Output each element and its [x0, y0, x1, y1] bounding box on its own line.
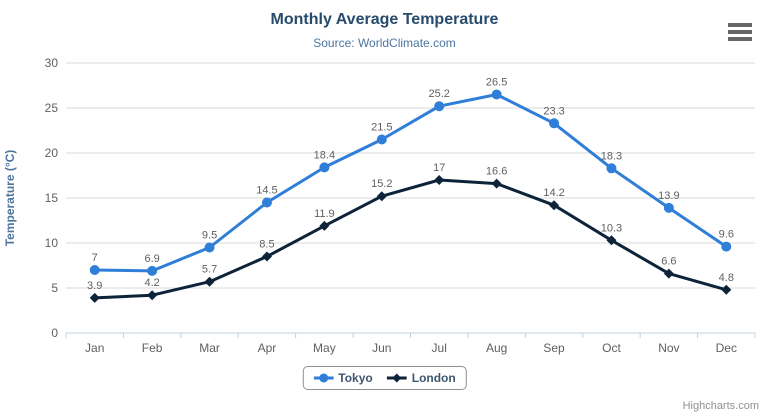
london-data-labels: 3.9 4.2 5.7 8.5 11.9 15.2 17 16.6 14.2 10.3 6.6 4.8: [87, 162, 734, 292]
legend-label-tokyo: Tokyo: [338, 371, 373, 385]
x-tick-label: Nov: [658, 341, 679, 355]
data-label-tokyo-oct: 18.3: [601, 150, 622, 162]
y-tick-label: 20: [45, 146, 59, 160]
point-tokyo-nov[interactable]: [663, 202, 674, 213]
data-label-london-sep: 14.2: [543, 187, 564, 199]
point-london-mar[interactable]: [204, 276, 215, 287]
london-legend-marker-icon: [386, 373, 407, 383]
data-label-tokyo-mar: 9.5: [202, 230, 217, 242]
point-tokyo-jul[interactable]: [434, 101, 445, 112]
data-label-tokyo-jul: 25.2: [428, 88, 449, 100]
x-axis-line: [65, 332, 756, 338]
y-tick-label: 30: [45, 56, 59, 70]
point-london-dec[interactable]: [721, 284, 732, 295]
point-tokyo-oct[interactable]: [606, 163, 617, 174]
point-tokyo-sep[interactable]: [549, 118, 560, 129]
point-london-nov[interactable]: [663, 268, 674, 279]
point-tokyo-mar[interactable]: [204, 242, 215, 253]
y-tick-label: 10: [45, 236, 59, 250]
data-label-tokyo-aug: 26.5: [486, 77, 507, 89]
point-tokyo-dec[interactable]: [721, 241, 732, 252]
data-label-tokyo-apr: 14.5: [256, 185, 277, 197]
chart-title: Monthly Average Temperature: [270, 11, 499, 28]
point-london-apr[interactable]: [261, 251, 272, 262]
x-tick-label: Dec: [716, 341, 737, 355]
point-tokyo-may[interactable]: [319, 162, 330, 173]
data-label-london-may: 11.9: [314, 208, 335, 220]
data-label-tokyo-may: 18.4: [314, 149, 335, 161]
point-london-sep[interactable]: [549, 200, 560, 211]
point-london-feb[interactable]: [147, 290, 158, 301]
x-tick-label: Feb: [142, 341, 163, 355]
x-tick-label: May: [313, 341, 336, 355]
point-london-jan[interactable]: [89, 292, 100, 303]
data-label-london-apr: 8.5: [259, 239, 274, 251]
data-label-london-mar: 5.7: [202, 264, 217, 276]
point-tokyo-feb[interactable]: [147, 265, 158, 276]
point-tokyo-apr[interactable]: [261, 197, 272, 208]
point-london-jul[interactable]: [434, 175, 445, 185]
data-label-tokyo-jun: 21.5: [371, 122, 392, 134]
x-tick-label: Aug: [486, 341, 507, 355]
legend-label-london: London: [411, 371, 456, 385]
hamburger-bar: [728, 37, 752, 41]
highcharts-credit-link[interactable]: Highcharts.com: [682, 400, 759, 412]
y-tick-label: 15: [45, 191, 59, 205]
tokyo-line: [93, 93, 728, 273]
y-tick-label: 5: [51, 281, 58, 295]
data-label-london-oct: 10.3: [601, 222, 622, 234]
data-label-london-jan: 3.9: [87, 280, 102, 292]
data-label-london-jul: 17: [433, 162, 445, 174]
data-label-tokyo-jan: 7: [92, 252, 98, 264]
legend: Tokyo London: [302, 366, 467, 390]
point-tokyo-jun[interactable]: [376, 134, 387, 145]
data-label-tokyo-sep: 23.3: [543, 105, 564, 117]
london-line: [93, 178, 728, 300]
point-london-jun[interactable]: [376, 191, 387, 202]
point-london-may[interactable]: [319, 220, 330, 231]
x-tick-label: Mar: [199, 341, 220, 355]
hamburger-menu-icon[interactable]: [728, 21, 752, 43]
point-tokyo-aug[interactable]: [491, 89, 502, 100]
x-axis-labels: Jan Feb Mar Apr May Jun Jul Aug Sep Oct Nov Dec: [85, 341, 737, 355]
point-london-oct[interactable]: [606, 235, 617, 246]
y-tick-label: 0: [51, 326, 58, 340]
hamburger-bar: [728, 23, 752, 27]
point-tokyo-jan[interactable]: [89, 265, 100, 275]
x-tick-label: Oct: [602, 341, 621, 355]
data-label-tokyo-feb: 6.9: [144, 253, 159, 265]
hamburger-bar: [728, 30, 752, 34]
y-axis-labels: 0 5 10 15 20 25 30: [45, 56, 59, 340]
x-tick-label: Jun: [372, 341, 391, 355]
x-tick-label: Apr: [258, 341, 277, 355]
y-tick-label: 25: [45, 101, 59, 115]
legend-item-london[interactable]: London: [386, 371, 456, 385]
data-label-london-dec: 4.8: [719, 272, 734, 284]
data-label-tokyo-nov: 13.9: [658, 190, 679, 202]
series-tokyo: [89, 89, 732, 276]
tokyo-legend-marker-icon: [313, 373, 334, 383]
data-label-london-nov: 6.6: [661, 256, 676, 268]
x-tick-label: Sep: [543, 341, 565, 355]
x-tick-label: Jul: [432, 341, 447, 355]
x-tick-label: Jan: [85, 341, 104, 355]
legend-item-tokyo[interactable]: Tokyo: [313, 371, 373, 385]
tokyo-data-labels: 7 6.9 9.5 14.5 18.4 21.5 25.2 26.5 23.3 18.3 13.9 9…: [92, 77, 734, 265]
series-london: [89, 175, 732, 303]
data-label-london-aug: 16.6: [486, 166, 507, 178]
chart-subtitle: Source: WorldClimate.com: [313, 36, 456, 50]
point-london-aug[interactable]: [491, 178, 502, 189]
data-label-london-jun: 15.2: [371, 178, 392, 190]
y-axis-title: Temperature (°C): [3, 150, 17, 247]
data-label-tokyo-dec: 9.6: [719, 229, 734, 241]
data-label-london-feb: 4.2: [144, 277, 159, 289]
